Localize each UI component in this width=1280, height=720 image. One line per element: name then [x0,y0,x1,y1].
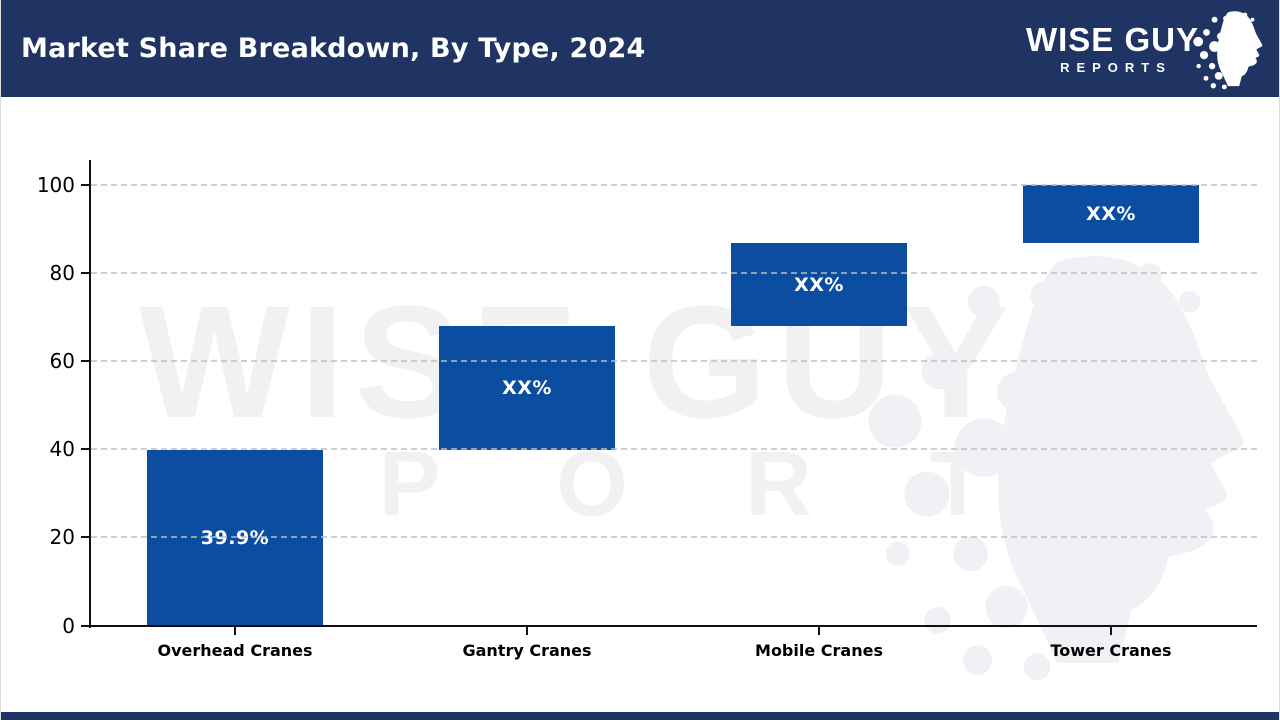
y-tick-mark [81,271,89,274]
x-tick-mark [234,626,236,635]
bar: XX% [731,243,907,327]
header-bar: Market Share Breakdown, By Type, 2024 WI… [1,0,1279,97]
x-tick-label: Mobile Cranes [755,640,883,660]
bar-value-label: XX% [794,273,844,296]
wise-guy-reports-logo: WISE GUY REPORTS [1026,4,1271,94]
logo-subtitle: REPORTS [1060,60,1172,75]
bar: XX% [1023,184,1199,244]
bar-value-label: XX% [1086,202,1136,225]
logo-text: WISE GUY REPORTS [1026,23,1199,75]
y-gridline [91,271,1257,274]
x-tick-mark [818,626,820,635]
y-tick-label: 0 [62,613,75,638]
y-tick-label: 20 [49,525,75,550]
y-tick-label: 80 [49,260,75,285]
y-gridline [91,536,1257,539]
y-tick-label: 100 [36,172,75,197]
y-tick-mark [81,359,89,362]
y-tick-label: 40 [49,437,75,462]
x-axis-line [89,624,1257,627]
y-tick-mark [81,624,89,627]
footer-bar [1,712,1279,720]
y-gridline [91,359,1257,362]
y-gridline [91,448,1257,451]
y-tick-label: 60 [49,348,75,373]
y-tick-mark [81,448,89,451]
y-tick-mark [81,536,89,539]
bar-value-label: XX% [502,376,552,399]
y-axis-line [89,160,91,628]
bar: XX% [439,326,615,450]
logo-wordmark: WISE GUY [1025,21,1199,58]
y-tick-mark [81,183,89,186]
page-title: Market Share Breakdown, By Type, 2024 [21,33,646,64]
x-tick-label: Tower Cranes [1050,640,1172,660]
y-gridline [91,183,1257,186]
x-tick-mark [1110,626,1112,635]
x-tick-label: Gantry Cranes [462,640,592,660]
watermark-head-icon [868,256,1243,681]
x-tick-label: Overhead Cranes [157,640,313,660]
x-tick-mark [526,626,528,635]
